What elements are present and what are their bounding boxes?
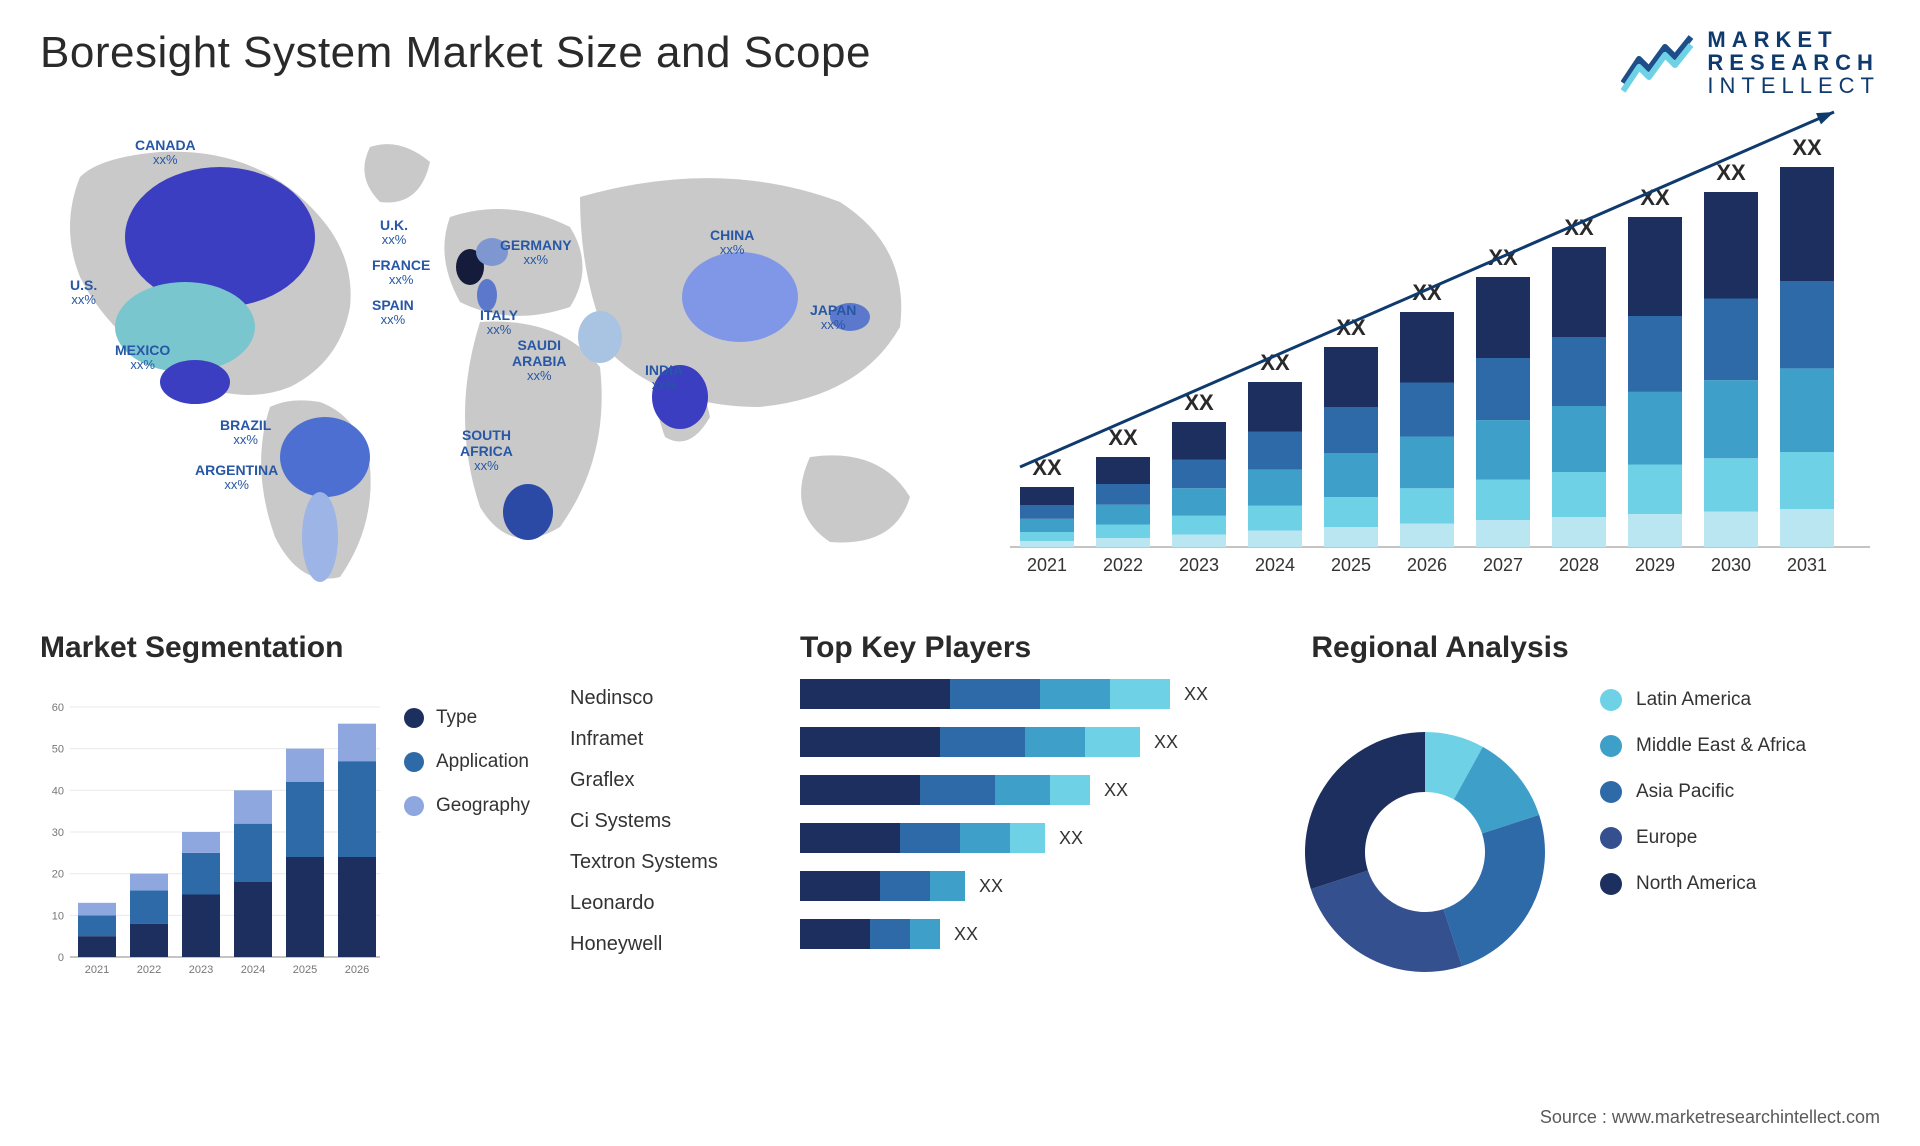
map-label: ARGENTINAxx% [195,462,278,493]
svg-text:2022: 2022 [137,964,161,976]
key-players-chart: XX XX XX XX XX XX [800,677,1270,951]
svg-text:50: 50 [52,744,64,756]
regional-legend-item: Latin America [1600,689,1880,711]
svg-text:2024: 2024 [1255,555,1295,575]
key-player-item: Honeywell [570,933,790,956]
map-label: MEXICOxx% [115,342,170,373]
key-player-bar-label: XX [1184,684,1208,705]
map-label: ITALYxx% [480,307,518,338]
svg-text:2022: 2022 [1103,555,1143,575]
source-footer: Source : www.marketresearchintellect.com [1540,1107,1880,1128]
key-player-bar-label: XX [1104,780,1128,801]
logo-line-1: MARKET [1707,27,1837,52]
key-player-bar-row: XX [800,773,1270,807]
segmentation-legend-item: Geography [404,795,530,817]
map-label: SOUTHAFRICAxx% [460,427,513,474]
map-label: INDIAxx% [645,362,683,393]
key-player-item: Inframet [570,728,790,751]
key-players-list: Nedinsco Inframet Graflex Ci Systems Textron… [570,631,790,982]
svg-text:2024: 2024 [241,964,265,976]
regional-legend-item: Europe [1600,827,1880,849]
logo-line-2: RESEARCH [1707,50,1878,75]
regional-legend: Latin America Middle East & Africa Asia Pa… [1600,631,1880,982]
svg-text:2031: 2031 [1787,555,1827,575]
map-label: SAUDIARABIAxx% [512,337,566,384]
svg-text:10: 10 [52,911,64,923]
segmentation-legend: Type Application Geography [404,677,530,977]
map-label: JAPANxx% [810,302,856,333]
key-player-bar-label: XX [1154,732,1178,753]
brand-logo: MARKET RESEARCH INTELLECT [1621,28,1880,97]
key-player-item: Graflex [570,769,790,792]
key-player-item: Nedinsco [570,687,790,710]
svg-text:2025: 2025 [1331,555,1371,575]
svg-text:20: 20 [52,869,64,881]
logo-text: MARKET RESEARCH INTELLECT [1707,28,1880,97]
key-players-chart-section: Top Key Players XX XX XX XX XX XX [800,631,1270,982]
svg-text:30: 30 [52,827,64,839]
regional-title: Regional Analysis [1280,631,1600,665]
svg-text:2030: 2030 [1711,555,1751,575]
map-label: FRANCExx% [372,257,430,288]
svg-text:40: 40 [52,786,64,798]
logo-line-3: INTELLECT [1707,74,1880,97]
forecast-chart-section: XX2021XX2022XX2023XX2024XX2025XX2026XX20… [1000,107,1880,627]
key-player-bar-row: XX [800,869,1270,903]
regional-section: Regional Analysis Latin America Middle Ea… [1280,631,1880,982]
top-row: CANADAxx% U.S.xx% MEXICOxx% BRAZILxx% ARGENT… [40,107,1880,627]
map-label: CANADAxx% [135,137,196,168]
map-label: U.S.xx% [70,277,97,308]
svg-text:XX: XX [1260,350,1290,375]
map-label: U.K.xx% [380,217,408,248]
key-player-item: Leonardo [570,892,790,915]
svg-text:2023: 2023 [189,964,213,976]
svg-text:2028: 2028 [1559,555,1599,575]
segmentation-section: Market Segmentation 0 10 20 30 40 50 60 2021 202… [40,631,560,982]
key-player-bar-row: XX [800,677,1270,711]
regional-legend-item: North America [1600,873,1880,895]
key-player-bar-label: XX [1059,828,1083,849]
key-player-item: Textron Systems [570,851,790,874]
world-map-section: CANADAxx% U.S.xx% MEXICOxx% BRAZILxx% ARGENT… [40,107,1000,627]
svg-text:2021: 2021 [85,964,109,976]
world-map [40,107,960,607]
svg-text:2026: 2026 [1407,555,1447,575]
infographic-page: Boresight System Market Size and Scope M… [0,0,1920,1146]
svg-text:XX: XX [1108,425,1138,450]
key-players-title: Top Key Players [800,631,1270,665]
bottom-row: Market Segmentation 0 10 20 30 40 50 60 2021 202… [40,631,1880,982]
segmentation-legend-item: Type [404,707,530,729]
svg-text:XX: XX [1792,135,1822,160]
key-player-bar-label: XX [954,924,978,945]
segmentation-chart: 0 10 20 30 40 50 60 2021 2022 2023 2024 2025 2026 [40,677,380,977]
regional-legend-item: Asia Pacific [1600,781,1880,803]
map-label: SPAINxx% [372,297,414,328]
svg-text:2027: 2027 [1483,555,1523,575]
map-label: GERMANYxx% [500,237,572,268]
page-title: Boresight System Market Size and Scope [40,28,871,78]
segmentation-title: Market Segmentation [40,631,560,665]
key-player-bar-row: XX [800,821,1270,855]
forecast-chart: XX2021XX2022XX2023XX2024XX2025XX2026XX20… [1000,107,1880,607]
regional-donut [1280,677,1580,977]
svg-text:0: 0 [58,952,64,964]
svg-text:2021: 2021 [1027,555,1067,575]
key-player-bar-row: XX [800,725,1270,759]
key-player-bar-label: XX [979,876,1003,897]
key-player-bar-row: XX [800,917,1270,951]
segmentation-legend-item: Application [404,751,530,773]
svg-text:2025: 2025 [293,964,317,976]
svg-text:2026: 2026 [345,964,369,976]
svg-text:2029: 2029 [1635,555,1675,575]
map-label: CHINAxx% [710,227,754,258]
key-player-item: Ci Systems [570,810,790,833]
logo-icon [1621,33,1695,93]
svg-text:XX: XX [1716,160,1746,185]
map-label: BRAZILxx% [220,417,271,448]
svg-text:60: 60 [52,702,64,714]
header: Boresight System Market Size and Scope M… [40,28,1880,97]
svg-text:2023: 2023 [1179,555,1219,575]
regional-legend-item: Middle East & Africa [1600,735,1880,757]
